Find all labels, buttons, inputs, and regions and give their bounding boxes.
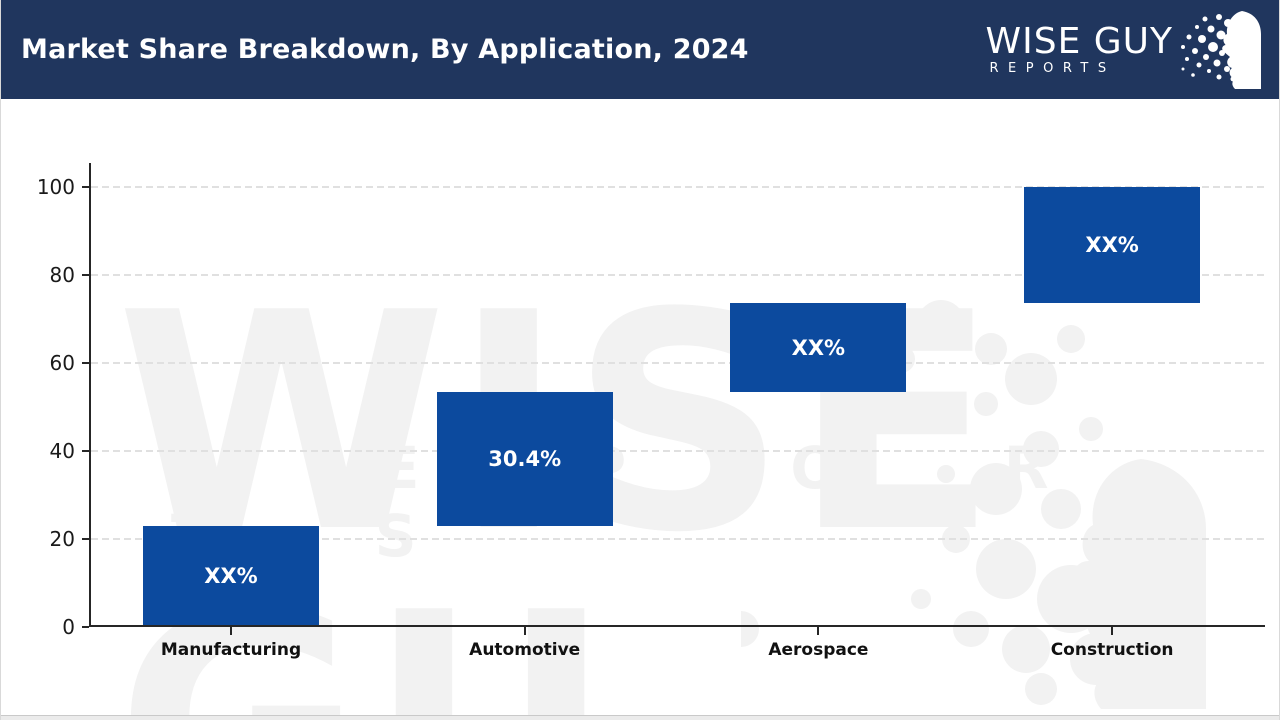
y-tick-mark-20	[82, 538, 89, 541]
gridline-100	[91, 186, 1265, 189]
plot-area: 0 20 40 60 80 100 XX% Manufacturing 30.4% Automot…	[37, 163, 1265, 660]
page-title: Market Share Breakdown, By Application, …	[21, 34, 749, 65]
bar-value-label: 30.4%	[488, 447, 562, 471]
bar-segment-automotive: 30.4%	[436, 392, 613, 526]
x-category-label-1: Automotive	[469, 640, 581, 660]
bar-value-label: XX%	[791, 335, 846, 360]
brand-subtitle: REPORTS	[989, 61, 1116, 77]
x-category-label-0: Manufacturing	[160, 640, 302, 660]
bar-segment-manufacturing: XX%	[143, 525, 319, 627]
x-category-label-2: Aerospace	[768, 640, 869, 660]
brand-logo: WISE GUY REPORTS	[986, 9, 1280, 91]
y-tick-mark-60	[82, 362, 89, 365]
y-tick-label-60: 60	[49, 351, 75, 376]
gridline-40	[91, 450, 1265, 453]
bar-value-label: XX%	[1085, 233, 1139, 258]
brand-name: WISE GUY	[985, 20, 1173, 62]
header-banner: Market Share Breakdown, By Application, …	[1, 0, 1279, 99]
y-tick-label-20: 20	[49, 527, 75, 552]
y-tick-mark-0	[82, 626, 89, 628]
chart-region: WISE GU R E P O R T S 020406080100XX%Man…	[1, 99, 1279, 720]
y-tick-mark-40	[82, 450, 89, 453]
footer-divider	[1, 715, 1279, 720]
x-category-label-3: Construction	[1050, 640, 1174, 660]
y-axis-line	[89, 163, 91, 627]
gridline-80	[91, 274, 1265, 277]
y-tick-mark-80	[82, 274, 89, 277]
y-tick-label-80: 80	[49, 263, 75, 288]
bar-value-label: XX%	[204, 564, 258, 589]
bar-segment-aerospace: XX%	[730, 302, 907, 393]
gridline-20	[91, 538, 1265, 541]
x-tick-mark-1	[523, 627, 526, 635]
x-tick-mark-2	[817, 627, 820, 635]
y-tick-label-100: 100	[36, 175, 75, 200]
x-tick-mark-0	[230, 627, 232, 635]
brand-logo-text: WISE GUY REPORTS	[985, 20, 1174, 77]
gridline-60	[91, 362, 1265, 365]
bar-segment-construction: XX%	[1024, 187, 1201, 303]
face-profile-dots-icon	[1181, 10, 1261, 89]
y-tick-mark-100	[82, 186, 89, 189]
y-tick-label-40: 40	[49, 439, 75, 464]
x-axis-line	[89, 625, 1265, 627]
x-tick-mark-3	[1111, 627, 1114, 635]
y-tick-label-0: 0	[62, 615, 75, 639]
